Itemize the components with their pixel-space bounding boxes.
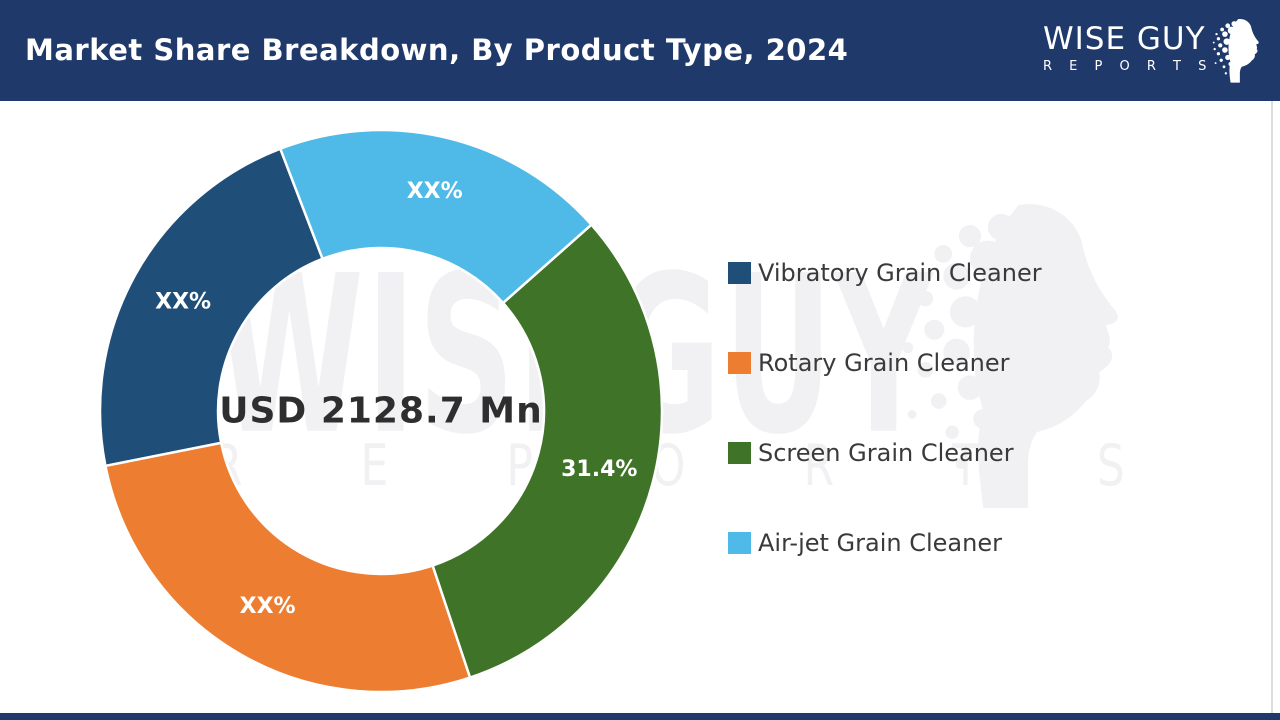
legend-color-swatch bbox=[728, 531, 751, 554]
wise-guy-reports-logo: WISE GUY R E P O R T S bbox=[1043, 22, 1215, 74]
header-bar: Market Share Breakdown, By Product Type,… bbox=[0, 0, 1280, 101]
donut-slice-screen-grain-cleaner bbox=[431, 223, 664, 679]
legend-item-air-jet-grain-cleaner: Air-jet Grain Cleaner bbox=[728, 528, 1042, 557]
donut-slice-air-jet-grain-cleaner bbox=[279, 128, 593, 305]
slice-value-label: XX% bbox=[407, 179, 463, 204]
legend-item-rotary-grain-cleaner: Rotary Grain Cleaner bbox=[728, 348, 1042, 377]
legend-item-vibratory-grain-cleaner: Vibratory Grain Cleaner bbox=[728, 258, 1042, 287]
donut-center-value: USD 2128.7 Mn bbox=[219, 391, 542, 432]
slice-value-label: XX% bbox=[155, 289, 211, 314]
legend-color-swatch bbox=[728, 441, 751, 464]
page-title: Market Share Breakdown, By Product Type,… bbox=[25, 33, 849, 67]
legend-color-swatch bbox=[728, 261, 751, 284]
plot-area-right-border bbox=[1271, 101, 1273, 714]
legend-item-label: Rotary Grain Cleaner bbox=[758, 348, 1010, 377]
slice-value-label: 31.4% bbox=[561, 457, 637, 482]
watermark-face-profile-icon bbox=[898, 204, 1118, 508]
donut-slice-vibratory-grain-cleaner bbox=[98, 147, 324, 468]
legend-item-label: Air-jet Grain Cleaner bbox=[758, 528, 1002, 557]
legend-color-swatch bbox=[728, 351, 751, 374]
legend-item-label: Screen Grain Cleaner bbox=[758, 438, 1014, 467]
chart-legend: Vibratory Grain Cleaner Rotary Grain Clea… bbox=[728, 258, 1042, 557]
footer-bar bbox=[0, 713, 1280, 720]
legend-item-screen-grain-cleaner: Screen Grain Cleaner bbox=[728, 438, 1042, 467]
logo-wise-guy-text: WISE GUY bbox=[1043, 21, 1206, 57]
logo-reports-text: R E P O R T S bbox=[1043, 59, 1213, 75]
logo-face-profile-icon bbox=[1212, 19, 1259, 83]
legend-item-label: Vibratory Grain Cleaner bbox=[758, 258, 1042, 287]
donut-slice-rotary-grain-cleaner bbox=[104, 441, 472, 694]
watermark-reports-text: R E P O R T S bbox=[212, 432, 1177, 500]
slice-value-label: XX% bbox=[240, 594, 296, 619]
